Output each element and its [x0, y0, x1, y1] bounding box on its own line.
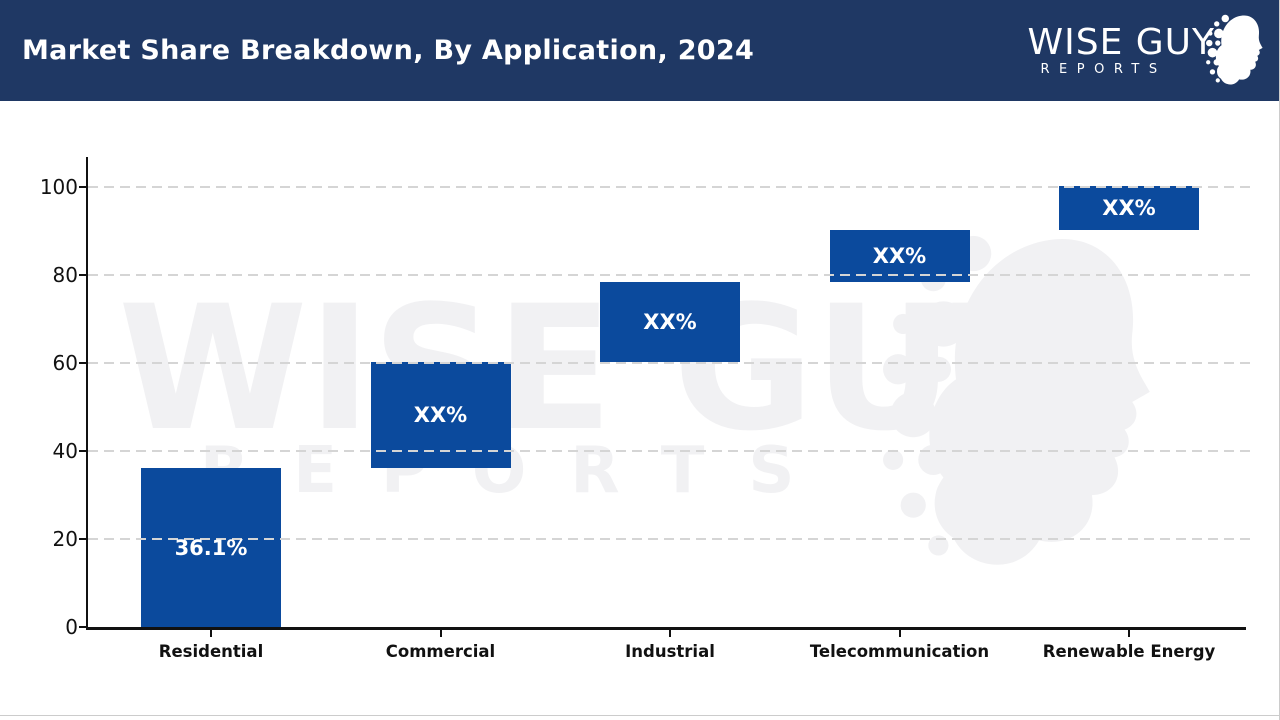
x-tick-mark	[1128, 630, 1130, 637]
x-axis-line	[86, 627, 1246, 630]
x-category-label: Commercial	[385, 642, 496, 661]
y-axis-line	[86, 157, 88, 630]
bar-value-label: XX%	[1102, 195, 1156, 220]
y-tick-mark	[79, 274, 87, 276]
x-category-label: Industrial	[625, 642, 715, 661]
y-tick-label: 20	[52, 527, 78, 551]
bar	[141, 468, 281, 627]
gridline	[88, 450, 1252, 452]
bar	[600, 282, 740, 363]
y-tick-label: 0	[65, 615, 78, 639]
y-tick-label: 100	[39, 175, 78, 199]
plot: 0 20 40 60 80 100 36.1% Residential XX% Commercia…	[0, 101, 1279, 715]
x-category-label: Renewable Energy	[1042, 642, 1216, 661]
x-tick-mark	[898, 630, 901, 637]
chart-title: Market Share Breakdown, By Application, …	[22, 35, 755, 66]
y-tick-label: 60	[52, 351, 78, 375]
chart-area: WISE GUY REPORTS 0 20 40 60 80 100 36.1% Reside…	[0, 101, 1279, 716]
wise-guy-head-icon	[1206, 14, 1263, 84]
gridline	[88, 538, 1252, 540]
x-category-label: Residential	[158, 642, 264, 661]
bar-value-label: XX%	[872, 244, 927, 269]
y-tick-label: 40	[52, 439, 78, 463]
y-tick-label: 80	[52, 263, 78, 287]
logo-text: WISE GUY REPORTS	[1027, 21, 1216, 78]
bar-value-label: XX%	[643, 310, 697, 335]
y-tick-mark	[79, 186, 87, 188]
brand-logo: WISE GUY REPORTS	[1028, 12, 1270, 90]
logo-subtext: REPORTS	[1040, 62, 1167, 78]
y-tick-mark	[79, 626, 87, 628]
x-tick-mark	[210, 630, 212, 637]
header-bar: Market Share Breakdown, By Application, …	[0, 0, 1279, 101]
bar	[1059, 185, 1199, 231]
y-tick-mark	[79, 362, 87, 364]
y-tick-mark	[79, 450, 87, 452]
gridline	[88, 362, 1252, 364]
gridline	[88, 274, 1252, 276]
bar-value-label: 36.1%	[174, 535, 248, 560]
x-tick-mark	[439, 630, 442, 637]
logo-wordmark: WISE GUY	[1027, 21, 1215, 63]
y-tick-mark	[79, 538, 87, 540]
gridline	[88, 186, 1252, 188]
x-tick-mark	[669, 630, 671, 637]
x-category-label: Telecommunication	[809, 642, 990, 661]
bar-value-label: XX%	[413, 403, 468, 428]
